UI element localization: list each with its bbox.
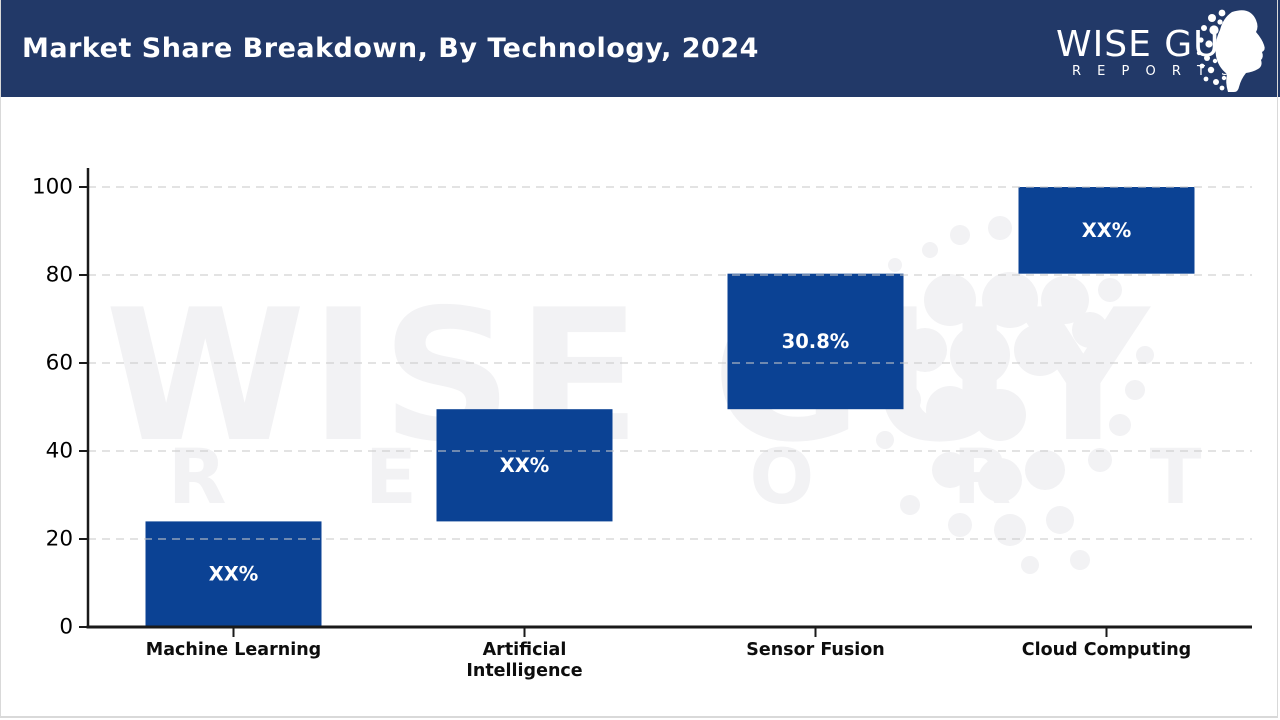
page-title: Market Share Breakdown, By Technology, 2… <box>22 33 759 64</box>
ytick-label-20: 20 <box>46 527 73 552</box>
ytick-label-60: 60 <box>46 351 73 376</box>
category-label-machine-learning: Machine Learning <box>146 640 321 660</box>
bar-label-artificial-intelligence: XX% <box>500 454 550 477</box>
category-label-sensor-fusion: Sensor Fusion <box>746 640 885 660</box>
logo-brand-sub: R E P O R T S <box>1072 64 1236 79</box>
ytick-label-100: 100 <box>32 175 73 200</box>
brand-logo: WISE GUY R E P O R T S <box>1026 6 1266 92</box>
ytick-label-80: 80 <box>46 263 73 288</box>
bar-artificial-intelligence <box>436 409 613 522</box>
bar-label-machine-learning: XX% <box>209 563 259 586</box>
ytick-label-40: 40 <box>46 439 73 464</box>
ytick-label-0: 0 <box>59 615 73 640</box>
header-banner: Market Share Breakdown, By Technology, 2… <box>0 0 1280 97</box>
logo-head-icon <box>1196 9 1265 92</box>
bar-cloud-computing <box>1018 187 1195 274</box>
category-label-artificial-intelligence: Artificial Intelligence <box>466 640 582 681</box>
category-label-cloud-computing: Cloud Computing <box>1022 640 1191 660</box>
bar-sensor-fusion <box>727 273 904 410</box>
bar-label-cloud-computing: XX% <box>1082 219 1132 242</box>
bar-label-sensor-fusion: 30.8% <box>782 330 850 353</box>
watermark-text-sub: R E P O R T S <box>168 432 1280 521</box>
